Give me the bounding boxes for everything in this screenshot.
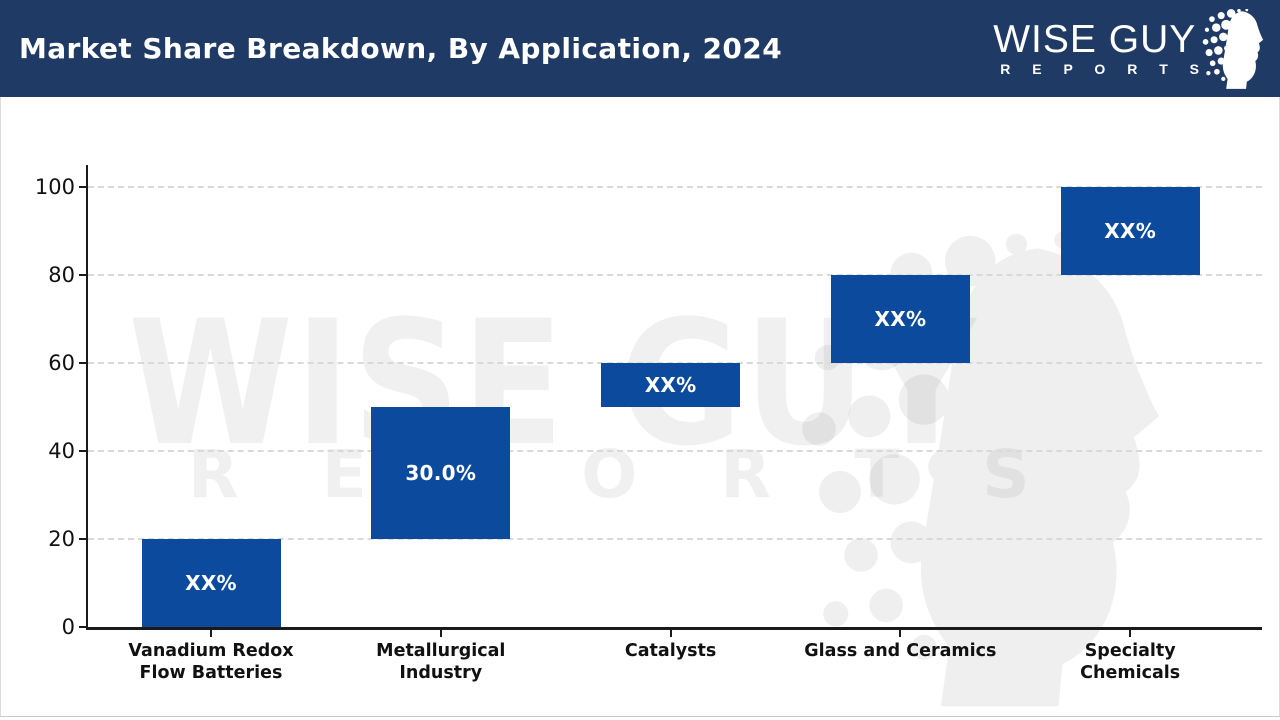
bar-value-label: XX% — [644, 373, 697, 397]
gridline — [88, 274, 1262, 276]
logo-subtitle: R E P O R T S — [1000, 61, 1208, 77]
y-tick — [79, 450, 88, 452]
bar: XX% — [830, 275, 970, 363]
gridline — [88, 186, 1262, 188]
x-tick — [210, 629, 212, 637]
bar: XX% — [1060, 187, 1200, 275]
y-tick-label: 60 — [48, 351, 75, 375]
bar: 30.0% — [371, 407, 511, 539]
logo-name: WISE GUY — [993, 18, 1197, 61]
y-tick-label: 100 — [34, 175, 75, 199]
y-tick — [79, 626, 88, 628]
x-category-label: Specialty Chemicals — [1080, 641, 1181, 683]
x-category-label: Glass and Ceramics — [804, 641, 997, 661]
y-tick-label: 80 — [48, 263, 75, 287]
y-tick — [79, 362, 88, 364]
logo-text: WISE GUY R E P O R T S — [993, 18, 1208, 78]
y-tick — [79, 274, 88, 276]
gridline — [88, 538, 1262, 540]
watermark-subtext: R E P O R T S — [188, 436, 1060, 513]
x-axis-spine — [85, 627, 1262, 630]
y-axis-spine — [85, 165, 88, 630]
x-category-label: Catalysts — [624, 641, 717, 661]
y-tick — [79, 186, 88, 188]
left-border — [0, 97, 1, 717]
y-tick — [79, 538, 88, 540]
bar-value-label: XX% — [185, 571, 237, 595]
y-tick-label: 40 — [48, 439, 75, 463]
x-tick — [899, 629, 902, 637]
x-tick — [669, 629, 672, 637]
x-category-label: Vanadium Redox Flow Batteries — [128, 641, 294, 683]
x-category-label: Metallurgical Industry — [376, 641, 506, 683]
x-tick — [1129, 629, 1132, 637]
bar: XX% — [141, 539, 281, 627]
y-tick-label: 20 — [48, 527, 75, 551]
y-tick-label: 0 — [61, 615, 75, 639]
page-title: Market Share Breakdown, By Application, … — [19, 32, 783, 65]
wise-guy-logo: WISE GUY R E P O R T S — [993, 0, 1266, 97]
bar-value-label: XX% — [874, 307, 927, 331]
gridline — [88, 450, 1262, 452]
header: Market Share Breakdown, By Application, … — [0, 0, 1280, 97]
x-tick — [439, 629, 442, 637]
dotted-head-profile-icon — [1202, 8, 1264, 89]
bar-value-label: 30.0% — [405, 461, 477, 485]
bottom-border — [0, 716, 1280, 717]
bar: XX% — [601, 363, 741, 407]
bar-value-label: XX% — [1104, 219, 1157, 243]
